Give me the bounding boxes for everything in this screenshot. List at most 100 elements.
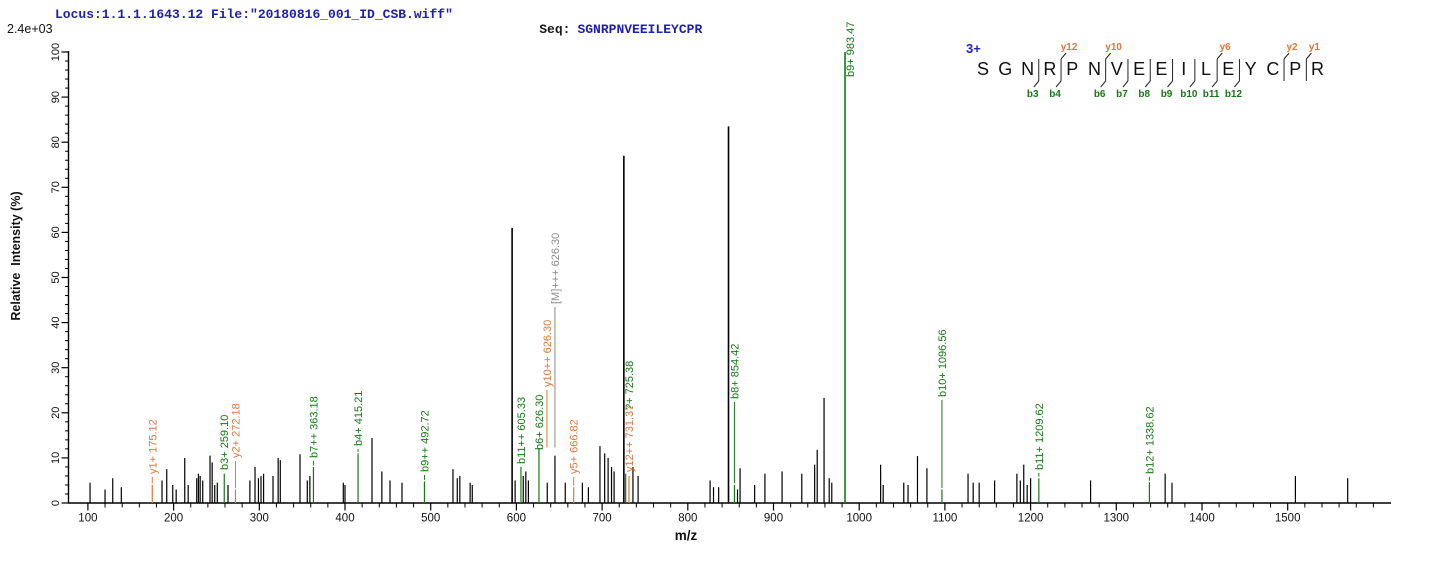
y-tick-label: 10 [50, 452, 62, 464]
x-tick-label: 900 [764, 513, 783, 525]
peak-label: b10+ 1096.56 [937, 329, 949, 397]
intensity-scale-label: 2.4e+03 [7, 22, 53, 36]
peak-label: y1+ 175.12 [147, 419, 159, 474]
residue-letter: E [1133, 59, 1145, 79]
b-fragment-tick [1122, 80, 1129, 88]
peak-label: [M]+++ 626.30 [550, 233, 562, 304]
b-ion-label: b8 [1138, 89, 1150, 100]
peak-label: b11++ 605.33 [516, 397, 528, 464]
x-tick-label: 1400 [1189, 513, 1215, 525]
b-ion-label: b11 [1203, 89, 1220, 100]
axes: 0 10 20 30 40 50 60 70 80 90 100 100 200 300 400 500 600… [50, 43, 1391, 525]
seq-value: SGNRPNVEEILEYCPR [577, 22, 703, 37]
peak-label: y12++ 731.37 [624, 405, 636, 472]
locus-file-label: Locus:1.1.1.1643.12 File:"20180816_001_I… [55, 7, 453, 22]
annotated-peaks: y1+ 175.12 b3+ 259.10 y2+ 272.18 b7++ 363.1… [147, 22, 1156, 503]
x-tick-label: 500 [421, 513, 440, 525]
b-ion-label: b9 [1161, 89, 1173, 100]
x-tick-label: 700 [593, 513, 612, 525]
residue-letter: V [1111, 59, 1123, 79]
x-tick-label: 600 [507, 513, 526, 525]
residue-letter: P [1066, 59, 1078, 79]
precursor-charge-label: 3+ [966, 41, 981, 56]
b-fragment-tick [1211, 80, 1218, 88]
b-fragment-tick [1234, 80, 1240, 88]
seq-label: Seq: [539, 22, 571, 37]
x-tick-label: 400 [335, 513, 354, 525]
y-tick-label: 100 [50, 43, 62, 61]
residue-letter: N [1088, 59, 1101, 79]
x-tick-label: 100 [78, 513, 97, 525]
y-tick-label: 70 [50, 181, 62, 193]
b-ion-label: b10 [1180, 89, 1198, 100]
y-tick-label: 60 [50, 226, 62, 238]
y-tick-label: 20 [50, 407, 62, 419]
residue-letter: R [1043, 59, 1056, 79]
y-fragment-tick [1283, 52, 1290, 60]
x-tick-label: 1000 [846, 513, 872, 525]
b-ion-label: b3 [1027, 89, 1039, 100]
y-ion-label: y12 [1061, 42, 1078, 53]
x-tick-label: 300 [250, 513, 269, 525]
residue-letter: E [1155, 59, 1167, 79]
x-tick-label: 1300 [1104, 513, 1130, 525]
x-tick-label: 1500 [1275, 513, 1301, 525]
y-tick-label: 80 [50, 136, 62, 148]
residue-letter: G [998, 59, 1012, 79]
residue-letter: N [1021, 59, 1034, 79]
peak-label: b6+ 626.30 [534, 395, 546, 450]
peak-label: b11+ 1209.62 [1034, 403, 1046, 470]
peak-label: b7++ 363.18 [308, 396, 320, 458]
b-ion-label: b7 [1116, 89, 1128, 100]
residue-letter: Y [1245, 59, 1257, 79]
y-ion-label: y2 [1286, 42, 1298, 53]
peak-label: y2+ 272.18 [230, 403, 242, 458]
b-fragment-tick [1055, 80, 1062, 88]
peak-label: b3+ 259.10 [219, 415, 231, 470]
residue-letter: E [1222, 59, 1234, 79]
y-fragment-tick [1305, 52, 1312, 60]
peak-label: b9+ 983.47 [845, 22, 857, 77]
y-ion-label: y1 [1309, 42, 1321, 53]
sequence-header: Seq: SGNRPNVEEILEYCPR [508, 7, 702, 52]
y-axis-title: Relative Intensity (%) [9, 191, 23, 320]
y-fragment-tick [1216, 52, 1223, 60]
x-axis-title: m/z [675, 528, 698, 543]
b-ion-label: b6 [1094, 89, 1106, 100]
peak-label: y5+ 666.82 [569, 419, 581, 474]
residue-letter: R [1311, 59, 1324, 79]
y-tick-label: 90 [50, 91, 62, 103]
peak-label: b9++ 492.72 [419, 410, 431, 472]
y-fragment-tick [1105, 52, 1112, 60]
y-tick-label: 50 [50, 271, 62, 283]
b-fragment-tick [1033, 80, 1040, 88]
b-ion-label: b4 [1049, 89, 1061, 100]
peaks [89, 126, 1349, 503]
y-ion-label: y6 [1220, 42, 1232, 53]
residue-letter: P [1289, 59, 1301, 79]
b-ion-label: b12 [1225, 89, 1243, 100]
residue-letter: I [1181, 59, 1186, 79]
peak-label: y10++ 626.30 [542, 320, 554, 387]
b-fragment-tick [1100, 80, 1107, 88]
peak-label: b4+ 415.21 [353, 391, 365, 446]
b-fragment-tick [1189, 80, 1196, 88]
x-tick-label: 800 [678, 513, 697, 525]
y-tick-label: 30 [50, 362, 62, 374]
y-tick-label: 40 [50, 316, 62, 328]
residue-letter: C [1266, 59, 1279, 79]
y-fragment-tick [1060, 52, 1067, 60]
x-tick-label: 200 [164, 513, 183, 525]
residue-letter: L [1201, 59, 1211, 79]
peak-label: ?+ 725.38 [624, 361, 636, 410]
x-tick-label: 1100 [933, 513, 958, 525]
peak-label: b12+ 1338.62 [1144, 406, 1156, 474]
y-ion-label: y10 [1105, 42, 1122, 53]
x-tick-label: 1200 [1018, 513, 1044, 525]
b-fragment-tick [1144, 80, 1151, 88]
y-tick-label: 0 [50, 500, 62, 506]
residue-letter: S [977, 59, 989, 79]
